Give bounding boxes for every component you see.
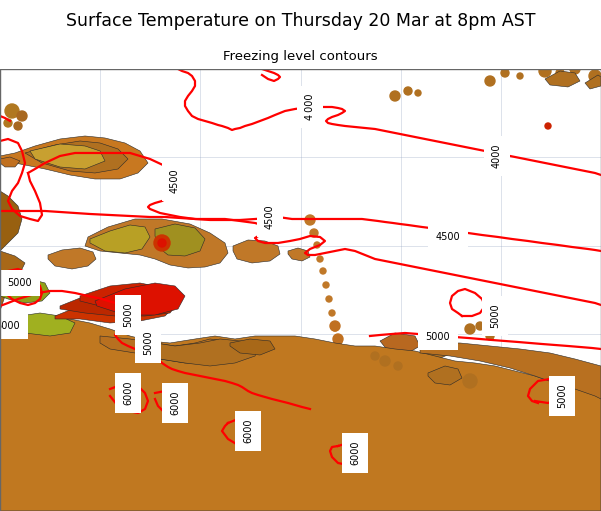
Circle shape xyxy=(158,239,166,247)
Polygon shape xyxy=(95,283,185,315)
Circle shape xyxy=(486,332,494,340)
Circle shape xyxy=(154,235,170,251)
Circle shape xyxy=(320,268,326,274)
Circle shape xyxy=(394,362,402,370)
Polygon shape xyxy=(428,366,462,385)
Circle shape xyxy=(476,322,484,330)
Text: 5000: 5000 xyxy=(490,304,500,328)
Circle shape xyxy=(413,374,427,388)
Circle shape xyxy=(545,123,551,129)
Polygon shape xyxy=(420,343,450,359)
Polygon shape xyxy=(30,144,105,169)
Circle shape xyxy=(371,352,379,360)
Circle shape xyxy=(336,349,344,357)
Polygon shape xyxy=(0,251,25,326)
Polygon shape xyxy=(0,316,601,511)
Polygon shape xyxy=(90,225,150,253)
Text: 4500: 4500 xyxy=(436,232,460,242)
Circle shape xyxy=(463,374,477,388)
Text: 5000: 5000 xyxy=(557,384,567,408)
Polygon shape xyxy=(545,71,580,87)
Polygon shape xyxy=(0,136,148,179)
Circle shape xyxy=(570,64,580,74)
Circle shape xyxy=(501,69,509,77)
Polygon shape xyxy=(85,219,228,268)
Circle shape xyxy=(4,119,12,127)
Circle shape xyxy=(333,334,343,344)
Circle shape xyxy=(415,90,421,96)
Circle shape xyxy=(390,91,400,101)
Polygon shape xyxy=(420,343,601,399)
Circle shape xyxy=(330,321,340,331)
Circle shape xyxy=(329,310,335,316)
Text: Freezing level contours: Freezing level contours xyxy=(223,50,378,63)
Circle shape xyxy=(404,87,412,95)
Text: 6000: 6000 xyxy=(350,441,360,465)
Circle shape xyxy=(5,104,19,118)
Polygon shape xyxy=(48,248,96,269)
Text: 6000: 6000 xyxy=(243,419,253,443)
Circle shape xyxy=(314,242,320,248)
Circle shape xyxy=(331,323,339,331)
Polygon shape xyxy=(230,339,275,355)
Text: 4500: 4500 xyxy=(170,169,180,193)
Circle shape xyxy=(485,76,495,86)
Polygon shape xyxy=(288,248,310,261)
Circle shape xyxy=(14,122,22,130)
Circle shape xyxy=(310,229,318,237)
Polygon shape xyxy=(0,313,75,336)
Polygon shape xyxy=(585,75,601,89)
Text: 6000: 6000 xyxy=(170,391,180,415)
Circle shape xyxy=(380,356,390,366)
Circle shape xyxy=(334,337,342,345)
Polygon shape xyxy=(380,333,420,353)
Polygon shape xyxy=(55,293,175,323)
Polygon shape xyxy=(0,191,22,251)
Polygon shape xyxy=(155,339,260,366)
Circle shape xyxy=(457,384,467,394)
Circle shape xyxy=(444,377,456,389)
Circle shape xyxy=(465,324,475,334)
Circle shape xyxy=(539,65,551,77)
Text: 5000: 5000 xyxy=(0,321,20,331)
Polygon shape xyxy=(80,283,168,309)
Polygon shape xyxy=(0,157,20,167)
Circle shape xyxy=(426,370,444,388)
Circle shape xyxy=(17,111,27,121)
Polygon shape xyxy=(233,240,280,263)
Circle shape xyxy=(323,282,329,288)
Text: 5000: 5000 xyxy=(426,332,450,342)
Text: 4000: 4000 xyxy=(492,144,502,168)
Circle shape xyxy=(556,69,564,77)
Circle shape xyxy=(589,70,601,82)
Text: Surface Temperature on Thursday 20 Mar at 8pm AST: Surface Temperature on Thursday 20 Mar a… xyxy=(66,12,535,30)
Text: 4 000: 4 000 xyxy=(305,94,315,120)
Text: 5000: 5000 xyxy=(123,303,133,328)
Polygon shape xyxy=(155,224,205,256)
Polygon shape xyxy=(60,289,178,316)
Polygon shape xyxy=(100,336,235,363)
Circle shape xyxy=(305,215,315,225)
Polygon shape xyxy=(0,279,50,303)
Circle shape xyxy=(326,296,332,302)
Text: 4500: 4500 xyxy=(265,205,275,229)
Polygon shape xyxy=(25,141,128,173)
Circle shape xyxy=(317,256,323,262)
Circle shape xyxy=(335,346,345,356)
Text: 6000: 6000 xyxy=(123,381,133,405)
Text: 5000: 5000 xyxy=(143,331,153,355)
Text: 5000: 5000 xyxy=(8,278,32,288)
Circle shape xyxy=(517,73,523,79)
